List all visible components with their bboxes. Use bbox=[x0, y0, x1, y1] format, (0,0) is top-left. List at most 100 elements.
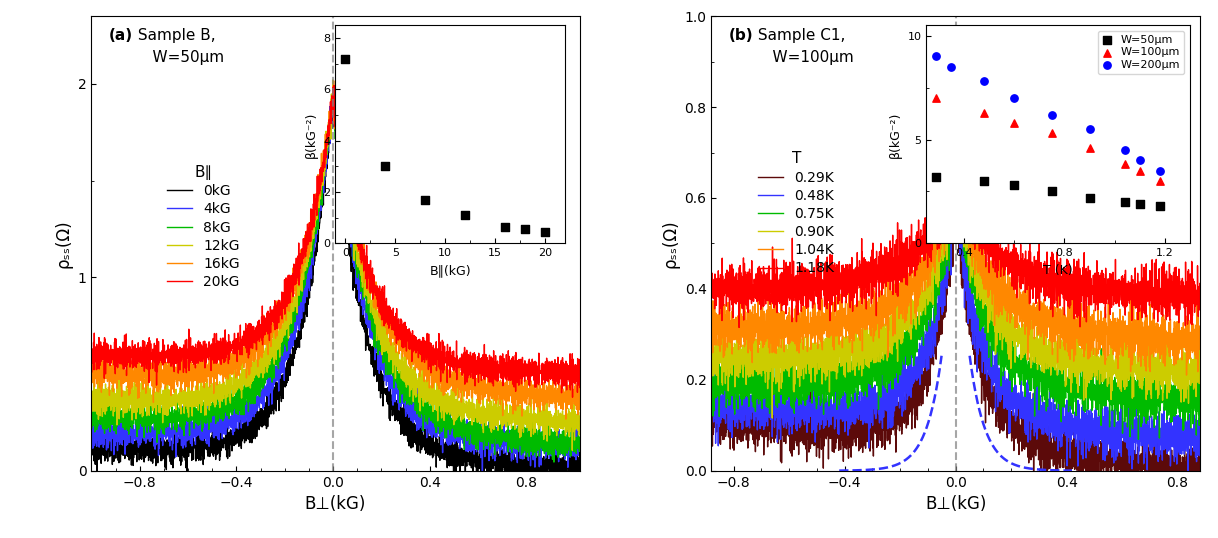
0.90K bbox=[1179, 395, 1194, 401]
20kG bbox=[108, 362, 123, 368]
1.04K bbox=[704, 324, 719, 330]
Line: 20kG: 20kG bbox=[91, 86, 580, 397]
Text: W=50μm: W=50μm bbox=[133, 50, 224, 65]
20kG bbox=[558, 383, 572, 389]
0.90K bbox=[929, 252, 944, 258]
8kG bbox=[84, 413, 99, 420]
0.48K bbox=[1089, 442, 1104, 449]
0.29K bbox=[730, 423, 744, 430]
Line: 1.04K: 1.04K bbox=[711, 151, 1200, 375]
8kG bbox=[469, 445, 484, 452]
0kG bbox=[559, 468, 574, 474]
Text: Sample B,: Sample B, bbox=[133, 27, 216, 43]
Line: 1.18K: 1.18K bbox=[711, 151, 1200, 328]
Y-axis label: ρₛₛ(Ω): ρₛₛ(Ω) bbox=[661, 219, 680, 268]
0.75K bbox=[1089, 405, 1104, 411]
4kG bbox=[322, 130, 336, 136]
0kG bbox=[458, 486, 473, 493]
Text: (b): (b) bbox=[728, 27, 753, 43]
0.90K bbox=[942, 223, 956, 230]
0.75K bbox=[928, 272, 943, 278]
16kG bbox=[326, 77, 341, 84]
1.04K bbox=[928, 251, 943, 258]
X-axis label: B⊥(kG): B⊥(kG) bbox=[304, 495, 367, 513]
Line: 0.48K: 0.48K bbox=[711, 155, 1200, 471]
8kG bbox=[558, 431, 572, 438]
12kG bbox=[108, 399, 123, 406]
4kG bbox=[559, 438, 574, 444]
Line: 8kG: 8kG bbox=[91, 90, 580, 462]
0.75K bbox=[942, 243, 956, 250]
16kG bbox=[558, 385, 572, 391]
1.18K bbox=[1089, 298, 1104, 305]
0.29K bbox=[704, 416, 719, 422]
4kG bbox=[475, 471, 490, 477]
0kG bbox=[84, 444, 99, 451]
16kG bbox=[308, 205, 323, 211]
4kG bbox=[572, 446, 587, 452]
1.04K bbox=[1178, 347, 1192, 353]
0.29K bbox=[1192, 468, 1207, 474]
20kG bbox=[308, 196, 323, 202]
4kG bbox=[325, 89, 340, 95]
1.04K bbox=[730, 319, 744, 325]
0.29K bbox=[1179, 472, 1194, 479]
1.18K bbox=[704, 285, 719, 292]
8kG bbox=[559, 445, 574, 451]
1.18K bbox=[1179, 293, 1194, 300]
1.04K bbox=[1089, 325, 1104, 332]
Legend: 0kG, 4kG, 8kG, 12kG, 16kG, 20kG: 0kG, 4kG, 8kG, 12kG, 16kG, 20kG bbox=[162, 159, 246, 295]
16kG bbox=[469, 380, 484, 387]
0.90K bbox=[704, 353, 719, 360]
Line: 0.90K: 0.90K bbox=[711, 151, 1200, 418]
16kG bbox=[84, 371, 99, 377]
12kG bbox=[558, 402, 572, 409]
1.04K bbox=[1179, 372, 1194, 378]
0.90K bbox=[1192, 351, 1207, 357]
Line: 4kG: 4kG bbox=[91, 92, 580, 474]
8kG bbox=[308, 231, 323, 237]
0.29K bbox=[1089, 440, 1104, 446]
0.75K bbox=[1192, 401, 1207, 407]
0kG bbox=[322, 133, 336, 140]
0.75K bbox=[1179, 385, 1194, 392]
12kG bbox=[558, 433, 572, 439]
0.90K bbox=[1179, 350, 1194, 357]
20kG bbox=[326, 82, 341, 89]
0.48K bbox=[1178, 431, 1192, 437]
1.18K bbox=[942, 181, 956, 187]
1.18K bbox=[948, 148, 962, 154]
0kG bbox=[108, 442, 123, 448]
16kG bbox=[322, 133, 336, 139]
20kG bbox=[469, 357, 484, 364]
8kG bbox=[328, 87, 342, 94]
0kG bbox=[572, 435, 587, 441]
1.18K bbox=[1192, 280, 1207, 287]
0.75K bbox=[1132, 436, 1146, 443]
12kG bbox=[308, 216, 323, 222]
8kG bbox=[572, 434, 587, 441]
Line: 16kG: 16kG bbox=[91, 81, 580, 419]
0.48K bbox=[730, 401, 744, 408]
1.04K bbox=[1192, 323, 1207, 329]
0.29K bbox=[942, 263, 956, 269]
8kG bbox=[322, 134, 336, 140]
0.75K bbox=[704, 379, 719, 385]
0kG bbox=[558, 458, 572, 464]
20kG bbox=[84, 351, 99, 358]
0.90K bbox=[730, 348, 744, 354]
0.90K bbox=[948, 148, 962, 154]
Line: 0.29K: 0.29K bbox=[711, 173, 1200, 504]
1.18K bbox=[929, 220, 944, 226]
4kG bbox=[84, 429, 99, 435]
1.18K bbox=[732, 324, 747, 331]
1.18K bbox=[730, 270, 744, 276]
Line: 12kG: 12kG bbox=[91, 80, 580, 450]
0kG bbox=[326, 84, 341, 91]
20kG bbox=[558, 369, 572, 375]
4kG bbox=[558, 445, 572, 452]
0.29K bbox=[1178, 459, 1192, 466]
12kG bbox=[84, 395, 99, 402]
0.29K bbox=[949, 170, 963, 176]
0.29K bbox=[928, 331, 943, 338]
